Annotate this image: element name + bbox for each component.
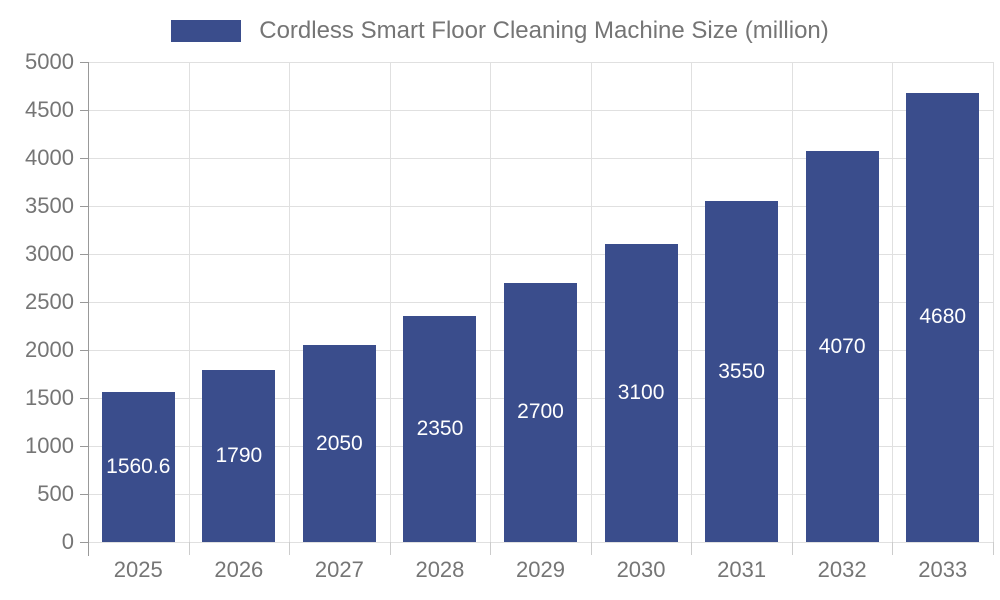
x-axis-label: 2030 bbox=[616, 557, 666, 582]
bar-value-label: 1790 bbox=[215, 444, 263, 468]
y-axis-label: 1500 bbox=[25, 385, 74, 410]
x-axis-tick bbox=[389, 542, 391, 555]
x-axis-tick bbox=[490, 542, 492, 555]
y-axis-label: 0 bbox=[61, 529, 74, 554]
x-axis-label: 2025 bbox=[113, 557, 163, 582]
bar: 1790 bbox=[202, 370, 276, 542]
y-axis-tick bbox=[80, 302, 88, 303]
x-gridline bbox=[590, 62, 592, 542]
y-axis-tick bbox=[80, 398, 88, 399]
y-axis-label: 5000 bbox=[25, 49, 74, 74]
bar-value-label: 4070 bbox=[818, 334, 866, 358]
y-axis-label: 2500 bbox=[25, 289, 74, 314]
bar: 3550 bbox=[705, 201, 779, 542]
x-axis-tick bbox=[188, 542, 190, 555]
y-axis-label: 1000 bbox=[25, 433, 74, 458]
x-axis-tick bbox=[289, 542, 291, 555]
y-axis-tick bbox=[80, 494, 88, 495]
bar: 2050 bbox=[302, 345, 376, 542]
x-gridline bbox=[892, 62, 894, 542]
x-gridline bbox=[389, 62, 391, 542]
bar: 2700 bbox=[504, 282, 577, 542]
y-axis-label: 500 bbox=[37, 481, 74, 506]
y-axis-label: 4000 bbox=[25, 145, 74, 170]
x-axis-tick bbox=[993, 542, 994, 555]
x-axis-tick bbox=[590, 542, 592, 555]
bar-value-label: 3100 bbox=[617, 381, 665, 405]
y-axis-line bbox=[88, 62, 89, 556]
plot-area: 0 500 1000 1500 2000 2500 3000 3500 4000 4500 5000… bbox=[25, 49, 994, 582]
y-axis-tick bbox=[80, 110, 88, 111]
bar-value-label: 3550 bbox=[718, 359, 765, 383]
x-axis-tick bbox=[892, 542, 894, 555]
bar: 2350 bbox=[403, 316, 477, 542]
x-axis-label: 2027 bbox=[314, 557, 364, 582]
x-gridline bbox=[691, 62, 693, 542]
x-axis-label: 2033 bbox=[918, 557, 968, 582]
x-gridline bbox=[993, 62, 994, 542]
x-gridline bbox=[791, 62, 793, 542]
x-axis-label: 2029 bbox=[516, 557, 565, 582]
bar: 1560.6 bbox=[101, 392, 175, 542]
y-axis-tick bbox=[80, 254, 88, 255]
bar: 3100 bbox=[604, 244, 678, 542]
bar-value-label: 4680 bbox=[919, 305, 967, 329]
legend[interactable]: Cordless Smart Floor Cleaning Machine Si… bbox=[0, 14, 1000, 48]
y-axis-label: 4500 bbox=[25, 97, 74, 122]
bar: 4680 bbox=[906, 92, 980, 542]
y-gridline bbox=[88, 206, 993, 207]
x-gridline bbox=[188, 62, 190, 542]
y-axis-tick bbox=[80, 206, 88, 207]
legend-swatch bbox=[171, 20, 242, 42]
x-gridline bbox=[289, 62, 291, 542]
x-axis-label: 2031 bbox=[717, 557, 767, 582]
legend-label: Cordless Smart Floor Cleaning Machine Si… bbox=[259, 17, 829, 44]
x-gridline bbox=[490, 62, 492, 542]
y-axis-tick bbox=[80, 446, 88, 447]
x-axis-tick bbox=[791, 542, 793, 555]
y-gridline bbox=[88, 254, 993, 255]
bar-value-label: 2700 bbox=[517, 400, 564, 424]
y-axis-tick bbox=[80, 350, 88, 351]
bar-value-label: 2050 bbox=[316, 431, 363, 455]
bar: 4070 bbox=[805, 151, 879, 542]
y-axis-label: 3500 bbox=[25, 193, 74, 218]
x-axis-label: 2032 bbox=[817, 557, 867, 582]
y-gridline bbox=[88, 62, 993, 63]
x-axis-tick bbox=[691, 542, 693, 555]
y-axis-tick bbox=[80, 62, 88, 63]
bar-value-label: 1560.6 bbox=[106, 455, 171, 479]
y-axis-label: 3000 bbox=[25, 241, 74, 266]
y-axis-label: 2000 bbox=[25, 337, 74, 362]
y-gridline bbox=[88, 158, 993, 159]
x-axis-label: 2028 bbox=[415, 557, 465, 582]
bar-value-label: 2350 bbox=[416, 417, 464, 441]
x-axis-label: 2026 bbox=[214, 557, 264, 582]
y-gridline bbox=[88, 542, 993, 543]
y-axis-tick bbox=[80, 158, 88, 159]
y-gridline bbox=[88, 110, 993, 111]
y-axis-tick bbox=[80, 542, 88, 543]
